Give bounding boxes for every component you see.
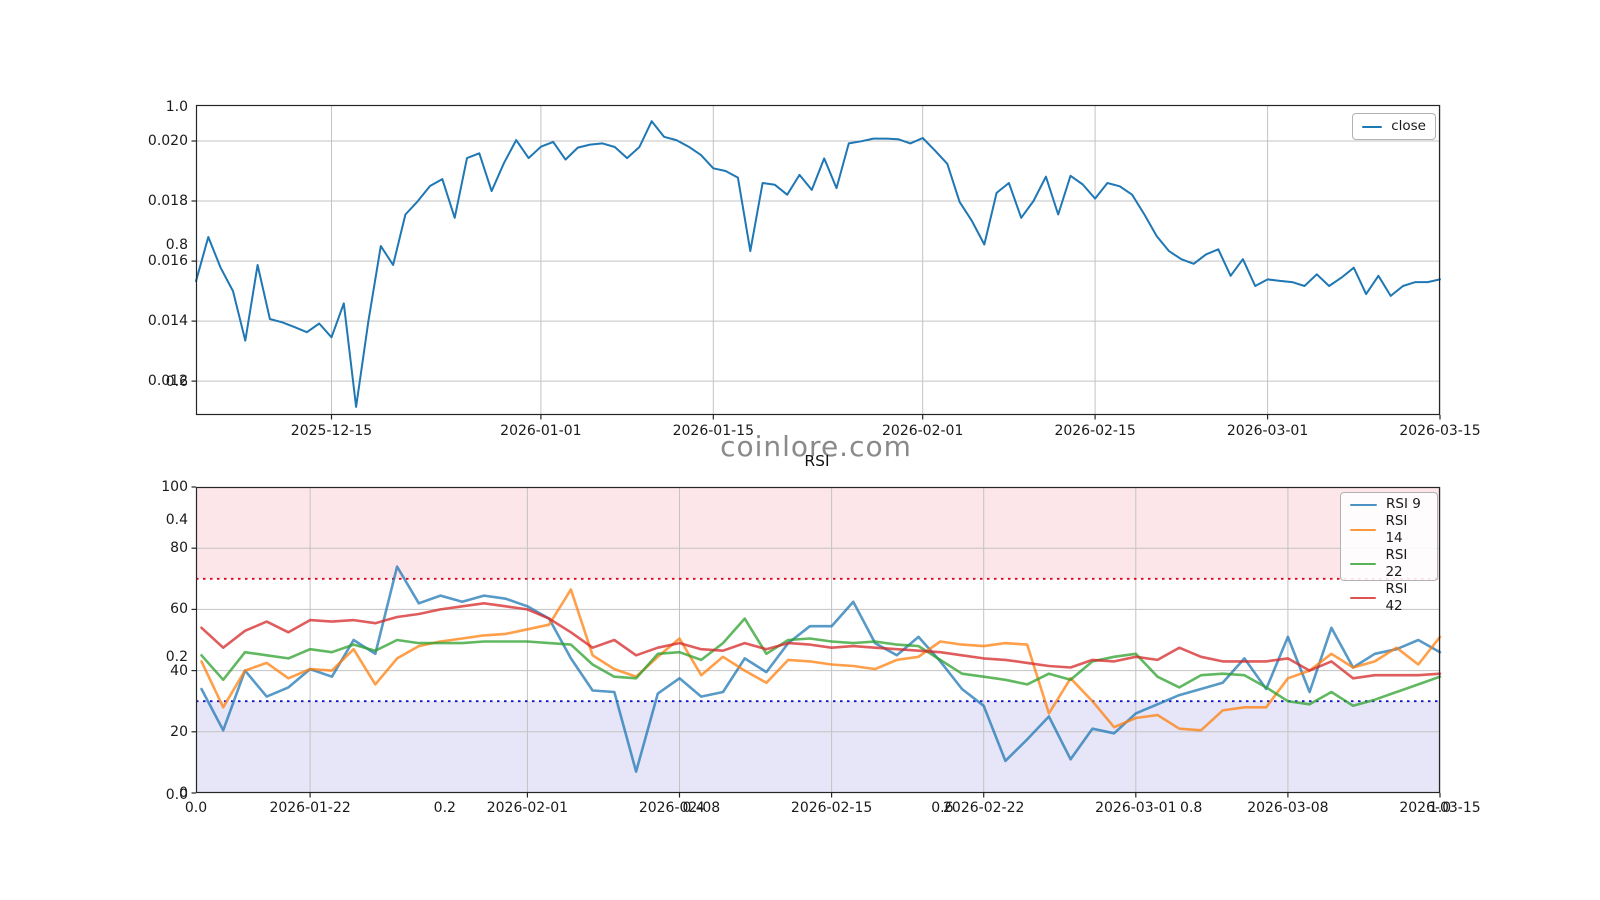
ghost-x-tick: 0.8 (1180, 800, 1203, 816)
ghost-y-tick: 0.2 (165, 649, 188, 666)
ghost-y-tick: 0.6 (165, 374, 188, 391)
ghost-x-tick: 0.6 (931, 800, 954, 816)
price-y-tick: 0.012 (147, 373, 188, 390)
price-y-tick: 0.016 (147, 253, 188, 270)
ghost-y-tick: 0.4 (165, 511, 188, 528)
ghost-x-tick: 1.0 (1428, 800, 1452, 816)
legend-line-sample (1362, 125, 1383, 128)
legend-item-rsi-9: RSI 9 (1350, 496, 1428, 513)
legend-line-sample (1350, 529, 1377, 531)
rsi-42-line (200, 602, 1442, 680)
ghost-x-tick: 0.2 (433, 800, 456, 816)
legend-label: RSI 42 (1385, 581, 1408, 614)
price-chart-area (191, 104, 1441, 420)
legend-label: RSI 22 (1385, 547, 1408, 580)
legend-item-rsi-22: RSI 22 (1350, 547, 1428, 581)
legend-line-sample (1350, 503, 1377, 506)
rsi-22-line (200, 617, 1442, 708)
axes-frame (195, 486, 1441, 794)
legend-label: close (1391, 118, 1426, 134)
rsi-chart-svg (191, 486, 1442, 798)
rsi-9-line (200, 565, 1442, 773)
legend-line-sample (1350, 597, 1377, 599)
price-x-tick: 2026-03-01 (1226, 423, 1309, 439)
price-x-tick: 2025-12-15 (290, 423, 373, 439)
price-y-tick: 0.020 (147, 133, 188, 149)
rsi-y-tick: 20 (170, 723, 188, 740)
rsi-y-tick: 80 (170, 540, 188, 557)
ghost-x-tick: 0.0 (184, 800, 208, 816)
price-x-tick: 2026-03-15 (1399, 423, 1481, 439)
rsi-y-tick: 0 (179, 785, 188, 801)
price-y-tick: 0.014 (147, 313, 188, 330)
oversold-band (196, 701, 1440, 793)
watermark: coinlore.com (720, 430, 912, 463)
axes-frame (195, 104, 1441, 416)
close-line (195, 120, 1441, 408)
rsi-chart-area (191, 486, 1442, 798)
rsi-x-tick: 2026-03-08 (1247, 800, 1329, 816)
price-x-tick: 2026-02-15 (1054, 423, 1136, 439)
ghost-x-tick: 0.4 (682, 800, 705, 816)
rsi-x-tick: 2026-02-08 (638, 800, 721, 816)
legend-label: RSI 14 (1385, 513, 1408, 546)
rsi-14-line (200, 588, 1442, 732)
price-y-tick: 0.018 (147, 193, 188, 210)
legend-item-rsi-14: RSI 14 (1350, 513, 1428, 547)
price-x-tick: 2026-01-01 (500, 423, 582, 439)
rsi-x-tick: 2026-02-01 (486, 800, 569, 816)
price-legend: close (1352, 113, 1436, 140)
rsi-panel-title: RSI (804, 452, 830, 470)
legend-item-rsi-42: RSI 42 (1350, 581, 1428, 615)
legend-label: RSI 9 (1386, 496, 1421, 512)
legend-item-close: close (1362, 118, 1426, 135)
price-chart-svg (191, 104, 1441, 420)
rsi-x-tick: 2026-03-15 (1399, 800, 1481, 816)
rsi-y-tick: 100 (161, 479, 188, 495)
rsi-x-tick: 2026-02-15 (790, 800, 873, 816)
rsi-legend: RSI 9 RSI 14 RSI 22 RSI 42 (1340, 492, 1438, 614)
ghost-y-tick: 0.8 (165, 236, 188, 253)
price-x-tick: 2026-02-01 (882, 423, 964, 439)
rsi-x-tick: 2026-02-22 (943, 800, 1025, 816)
legend-line-sample (1350, 563, 1377, 565)
rsi-y-tick: 40 (170, 662, 188, 679)
rsi-x-tick: 2026-03-01 (1095, 800, 1177, 816)
ghost-y-tick: 0.0 (165, 787, 188, 803)
rsi-y-tick: 60 (170, 601, 188, 618)
ghost-y-tick: 1.0 (165, 99, 188, 115)
overbought-band (196, 487, 1440, 579)
rsi-x-tick: 2026-01-22 (269, 800, 351, 816)
price-x-tick: 2026-01-15 (672, 423, 754, 439)
